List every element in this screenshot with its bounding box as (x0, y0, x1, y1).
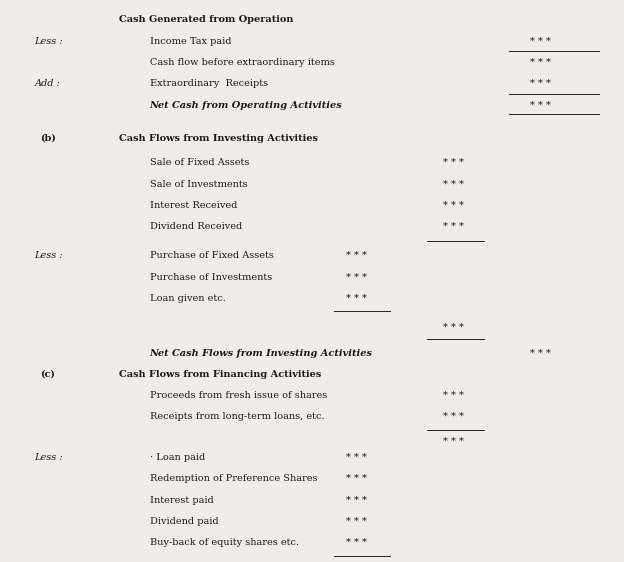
Text: Receipts from long-term loans, etc.: Receipts from long-term loans, etc. (150, 413, 324, 422)
Text: Net Cash from Operating Activities: Net Cash from Operating Activities (150, 101, 343, 110)
Text: * * *: * * * (346, 251, 367, 260)
Text: Proceeds from fresh issue of shares: Proceeds from fresh issue of shares (150, 391, 327, 400)
Text: Redemption of Preference Shares: Redemption of Preference Shares (150, 474, 317, 483)
Text: * * *: * * * (443, 180, 464, 189)
Text: (c): (c) (41, 370, 56, 379)
Text: Sale of Investments: Sale of Investments (150, 180, 248, 189)
Text: Cash Flows from Investing Activities: Cash Flows from Investing Activities (119, 134, 318, 143)
Text: * * *: * * * (530, 101, 551, 110)
Text: Buy-back of equity shares etc.: Buy-back of equity shares etc. (150, 538, 299, 547)
Text: (b): (b) (41, 134, 56, 143)
Text: Interest paid: Interest paid (150, 496, 213, 505)
Text: Cash Generated from Operation: Cash Generated from Operation (119, 15, 293, 24)
Text: * * *: * * * (530, 350, 551, 359)
Text: Sale of Fixed Assets: Sale of Fixed Assets (150, 158, 249, 167)
Text: * * *: * * * (443, 223, 464, 232)
Text: * * *: * * * (443, 323, 464, 332)
Text: * * *: * * * (443, 158, 464, 167)
Text: Net Cash Flows from Investing Activities: Net Cash Flows from Investing Activities (150, 350, 373, 359)
Text: Purchase of Fixed Assets: Purchase of Fixed Assets (150, 251, 274, 260)
Text: * * *: * * * (346, 538, 367, 547)
Text: Dividend paid: Dividend paid (150, 517, 218, 526)
Text: * * *: * * * (346, 496, 367, 505)
Text: * * *: * * * (346, 517, 367, 526)
Text: Purchase of Investments: Purchase of Investments (150, 273, 272, 282)
Text: * * *: * * * (346, 453, 367, 462)
Text: Cash flow before extraordinary items: Cash flow before extraordinary items (150, 58, 334, 67)
Text: * * *: * * * (530, 37, 551, 46)
Text: Extraordinary  Receipts: Extraordinary Receipts (150, 79, 268, 88)
Text: Income Tax paid: Income Tax paid (150, 37, 232, 46)
Text: Dividend Received: Dividend Received (150, 223, 242, 232)
Text: Less :: Less : (34, 453, 63, 462)
Text: Add :: Add : (34, 79, 60, 88)
Text: * * *: * * * (346, 273, 367, 282)
Text: * * *: * * * (346, 474, 367, 483)
Text: * * *: * * * (530, 79, 551, 88)
Text: Loan given etc.: Loan given etc. (150, 294, 226, 303)
Text: * * *: * * * (443, 391, 464, 400)
Text: * * *: * * * (346, 294, 367, 303)
Text: · Loan paid: · Loan paid (150, 453, 205, 462)
Text: Interest Received: Interest Received (150, 201, 237, 210)
Text: * * *: * * * (443, 201, 464, 210)
Text: Cash Flows from Financing Activities: Cash Flows from Financing Activities (119, 370, 321, 379)
Text: Less :: Less : (34, 251, 63, 260)
Text: * * *: * * * (530, 58, 551, 67)
Text: * * *: * * * (443, 437, 464, 446)
Text: * * *: * * * (443, 413, 464, 422)
Text: Less :: Less : (34, 37, 63, 46)
